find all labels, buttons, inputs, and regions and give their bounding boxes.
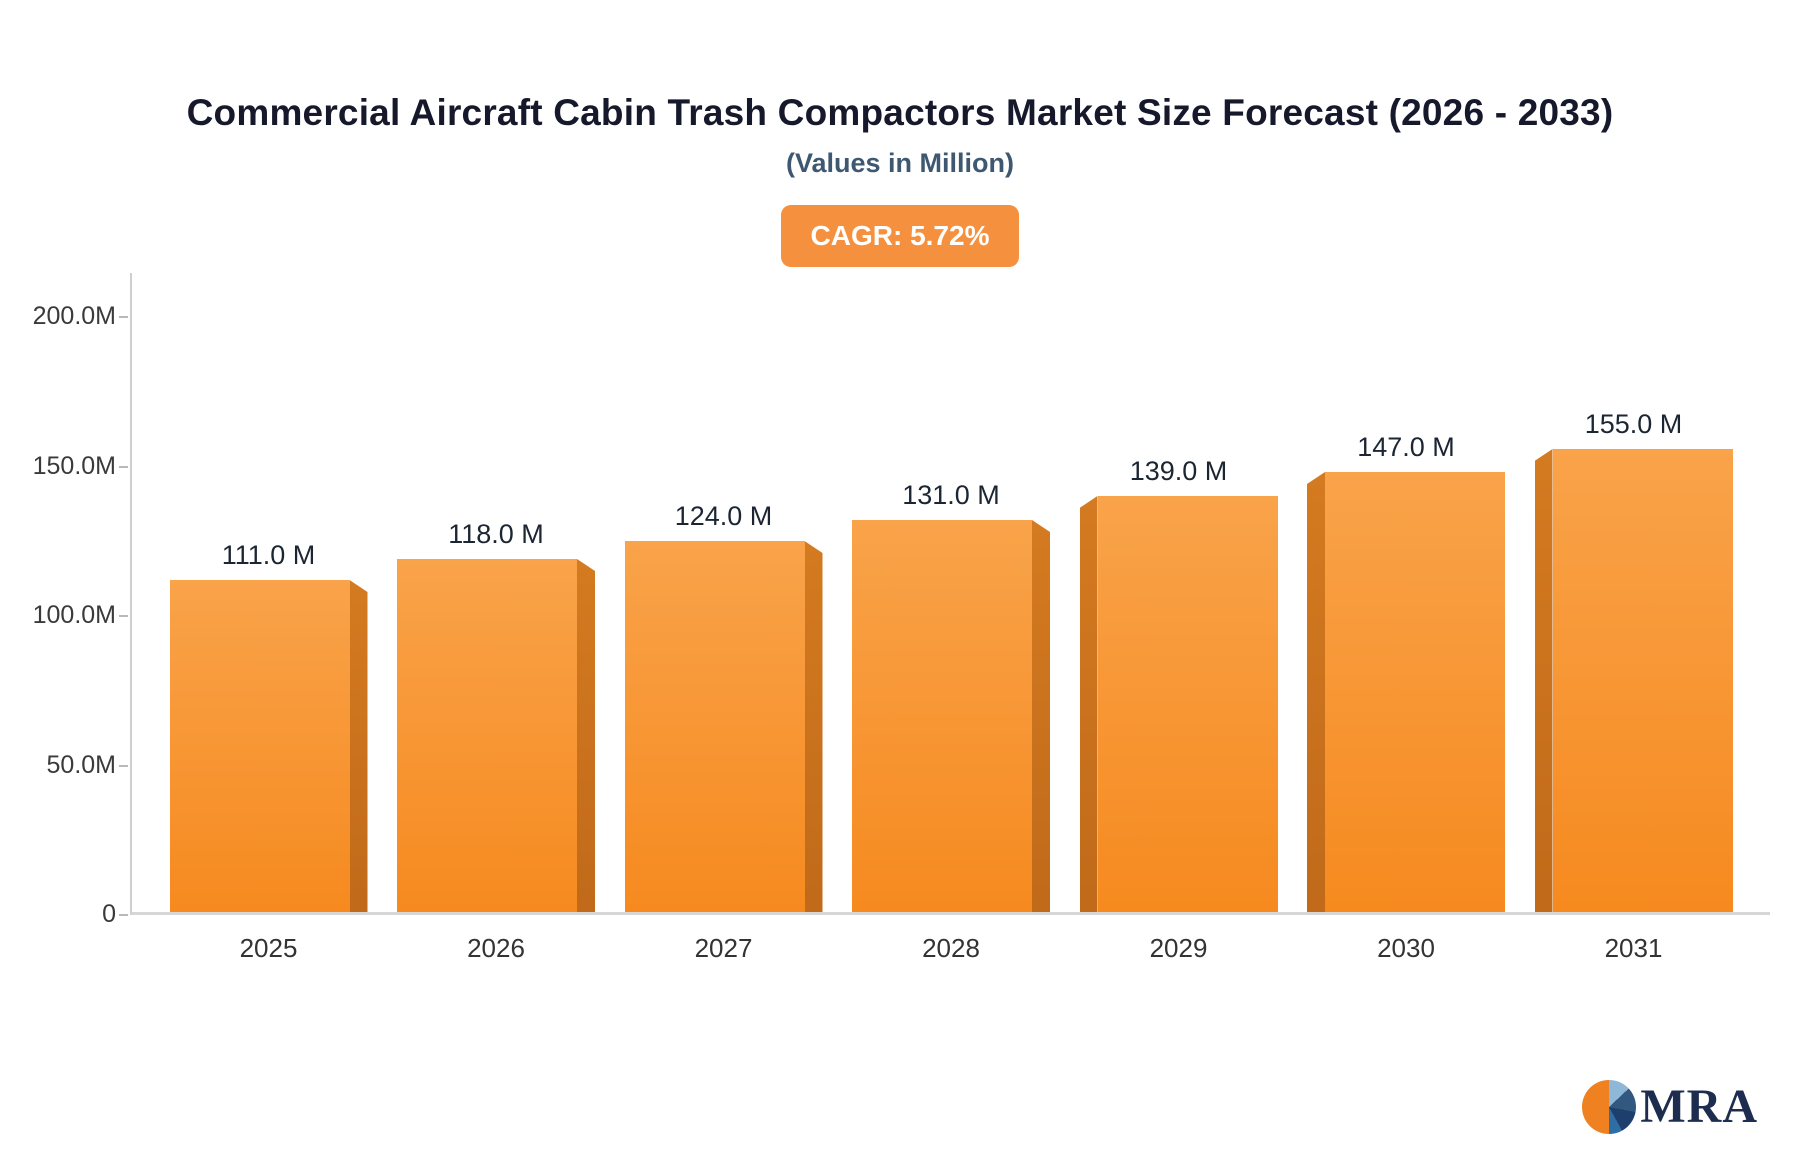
y-axis-tick-label: 0 [102, 900, 116, 928]
y-axis-tick-label: 100.0M [32, 601, 116, 629]
bar-value-label: 139.0 M [1129, 456, 1228, 486]
bar-group-2030: 147.0 M 2030 [1307, 432, 1505, 963]
x-axis-label: 2029 [1149, 933, 1208, 963]
y-axis-tick-mark [119, 316, 128, 318]
bar-side-shade [577, 559, 595, 912]
bar [1325, 472, 1505, 912]
bar [397, 559, 577, 912]
bars-container: 111.0 M 2025 118.0 M 2026 124.0 M 2027 131.0 M… [132, 273, 1770, 963]
bar-chart: 200.0M 150.0M 100.0M 50.0M 0 111.0 M 2025 118.… [30, 273, 1770, 963]
x-axis-label: 2030 [1377, 933, 1435, 963]
mra-logo-text: MRA [1640, 1080, 1758, 1133]
bar-value-label: 124.0 M [674, 501, 773, 531]
bar-value-label: 147.0 M [1357, 432, 1455, 462]
bar-side-shade [804, 541, 823, 912]
mra-logo-icon [1582, 1079, 1637, 1134]
bar-group-2027: 124.0 M 2027 [624, 501, 823, 963]
bar-group-2025: 111.0 M 2025 [169, 540, 368, 963]
cagr-badge-wrap: CAGR: 5.72% [0, 205, 1800, 267]
bar-group-2029: 139.0 M 2029 [1079, 456, 1278, 963]
mra-logo: MRA [1582, 1079, 1758, 1134]
bar [1097, 496, 1278, 912]
y-axis-tick-mark [119, 764, 128, 767]
bar-side-shade [349, 580, 368, 912]
bar-group-2026: 118.0 M 2026 [397, 519, 595, 963]
bar-value-label: 131.0 M [902, 480, 1000, 510]
bar-value-label: 118.0 M [448, 519, 544, 549]
bar-side-shade [1079, 496, 1098, 912]
bar-value-label: 111.0 M [221, 540, 316, 570]
bar [624, 541, 805, 912]
y-axis-tick-mark [119, 615, 128, 617]
chart-title: Commercial Aircraft Cabin Trash Compacto… [186, 92, 1614, 133]
y-axis-tick-label: 150.0M [32, 451, 116, 480]
x-axis-label: 2031 [1604, 933, 1663, 963]
chart-subtitle: (Values in Million) [785, 148, 1015, 178]
y-axis-tick-mark [119, 914, 128, 916]
x-axis-label: 2026 [467, 933, 525, 963]
x-axis-label: 2027 [694, 933, 753, 963]
bar-side-shade [1032, 520, 1050, 912]
y-axis-tick-label: 200.0M [32, 302, 116, 330]
bar [169, 580, 350, 912]
y-axis-tick-mark [119, 465, 128, 468]
y-axis: 200.0M 150.0M 100.0M 50.0M 0 [30, 273, 130, 928]
plot-area: 111.0 M 2025 118.0 M 2026 124.0 M 2027 131.0 M… [130, 273, 1770, 963]
bar-side-shade [1307, 472, 1325, 912]
x-axis-label: 2025 [239, 933, 298, 963]
y-axis-tick-label: 50.0M [46, 750, 116, 779]
bar [852, 520, 1032, 912]
x-axis-label: 2028 [922, 933, 980, 963]
cagr-badge: CAGR: 5.72% [780, 205, 1020, 267]
bar [1552, 449, 1733, 912]
bar-side-shade [1534, 449, 1553, 912]
bar-value-label: 155.0 M [1584, 409, 1683, 439]
bar-group-2028: 131.0 M 2028 [852, 480, 1050, 963]
bar-group-2031: 155.0 M 2031 [1534, 409, 1733, 963]
